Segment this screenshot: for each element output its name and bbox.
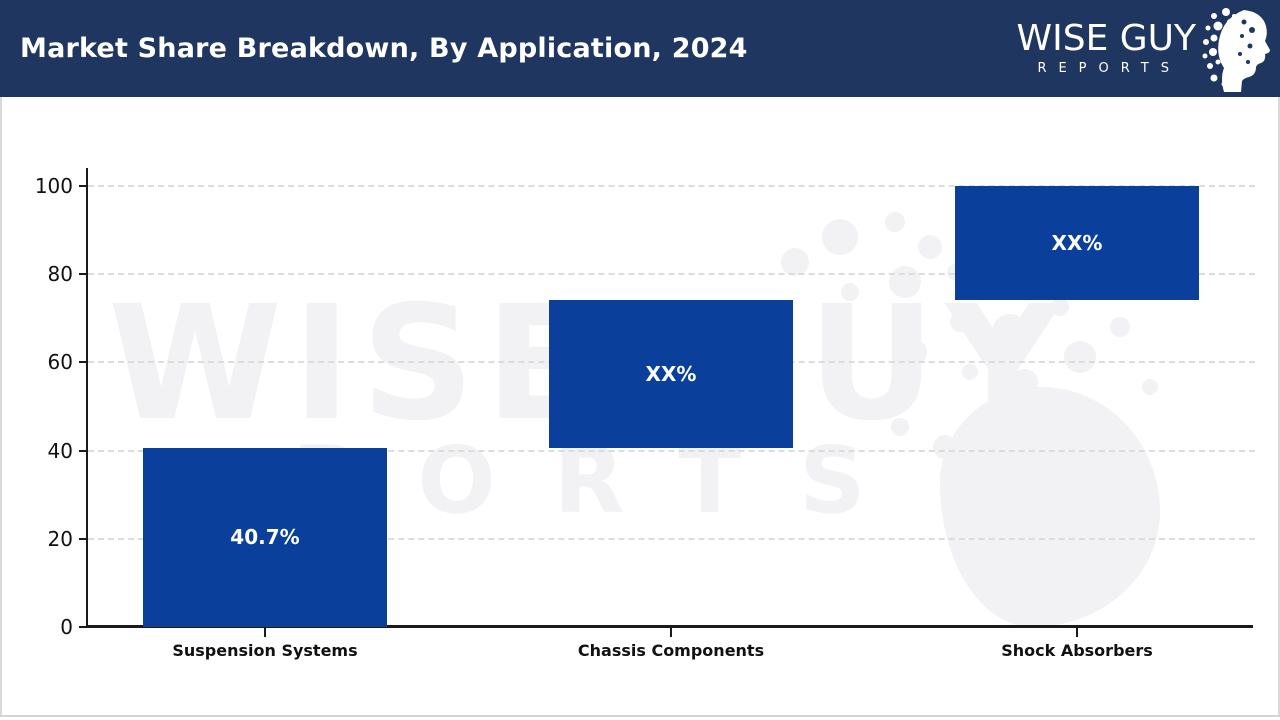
x-tick-label-suspension-systems: Suspension Systems <box>172 641 358 660</box>
gridline-40 <box>88 449 1255 452</box>
wise-guy-logo: WISE GUY REPORTS <box>1017 6 1280 92</box>
y-tick-label-100: 100 <box>34 174 73 198</box>
x-axis <box>86 625 1253 628</box>
y-tick-label-20: 20 <box>47 526 73 551</box>
y-axis <box>86 168 88 627</box>
y-tick-mark-40 <box>79 449 87 452</box>
y-tick-mark-100 <box>79 185 87 187</box>
gridline-80 <box>88 273 1255 276</box>
wise-guy-face-logo-icon <box>1202 7 1270 92</box>
logo-subtitle: REPORTS <box>1037 61 1182 76</box>
page-border-right <box>1278 97 1280 717</box>
page-border-left <box>0 97 2 717</box>
logo-text: WISE GUY REPORTS <box>1016 18 1197 77</box>
x-tick-label-shock-absorbers: Shock Absorbers <box>1001 641 1153 660</box>
y-tick-label-0: 0 <box>60 615 73 639</box>
chart-plot-area: 0 20 40 60 80 100 40.7% XX% XX% Suspension Syst… <box>0 97 1280 720</box>
y-tick-mark-60 <box>79 361 87 364</box>
gridline-100 <box>88 185 1255 187</box>
y-tick-label-40: 40 <box>47 438 73 463</box>
page-title: Market Share Breakdown, By Application, … <box>20 33 748 64</box>
bar-value-label: 40.7% <box>230 525 300 550</box>
y-tick-label-60: 60 <box>47 350 73 375</box>
x-tick-mark <box>1076 628 1078 637</box>
bar-suspension-systems: 40.7% <box>143 447 387 627</box>
x-tick-label-chassis-components: Chassis Components <box>577 641 765 660</box>
gridline-20 <box>88 537 1255 540</box>
x-tick-mark <box>670 628 672 637</box>
y-tick-label-80: 80 <box>47 262 73 287</box>
bar-value-label: XX% <box>1051 231 1103 256</box>
y-tick-mark-80 <box>79 273 87 276</box>
header-bar: Market Share Breakdown, By Application, … <box>0 0 1280 97</box>
logo-wordmark: WISE GUY <box>1016 18 1197 59</box>
page-border-bottom <box>0 715 1280 717</box>
bar-chassis-components: XX% <box>549 300 793 448</box>
x-tick-mark <box>264 628 266 637</box>
y-tick-mark-20 <box>79 537 87 540</box>
bar-shock-absorbers: XX% <box>955 186 1199 301</box>
y-tick-mark-0 <box>79 626 87 628</box>
bar-value-label: XX% <box>645 361 697 386</box>
